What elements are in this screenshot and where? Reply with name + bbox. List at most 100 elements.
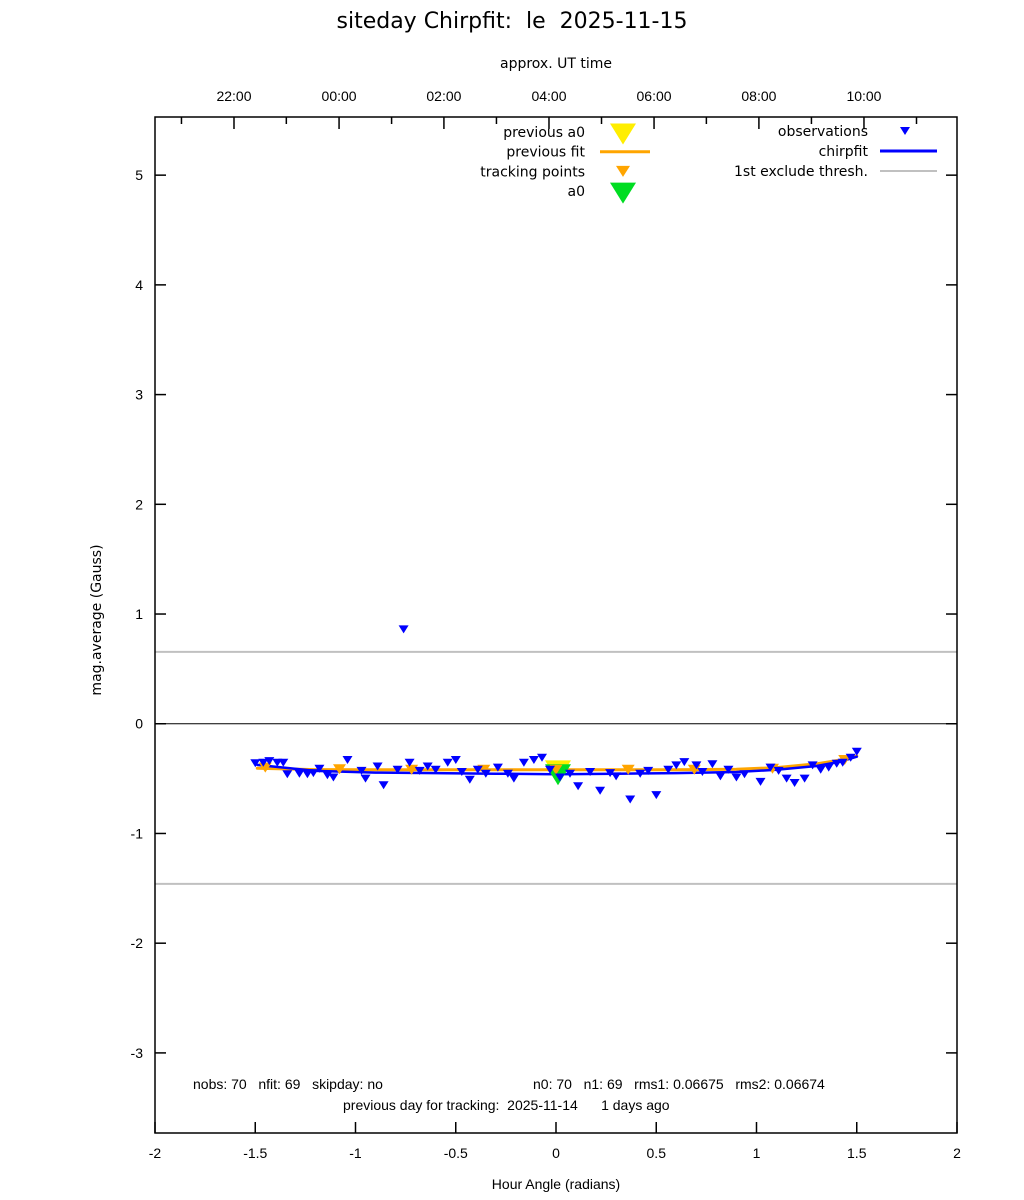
legend-label-chirpfit: chirpfit — [819, 144, 869, 160]
observations-point — [278, 758, 289, 767]
y-tick-label: 0 — [135, 716, 143, 732]
observations-point — [492, 763, 503, 772]
observations-point — [356, 766, 367, 775]
observations-point — [651, 791, 662, 800]
legend-sample-observations — [900, 127, 910, 135]
stats-nobs-line: nobs: 70 nfit: 69 skipday: no — [193, 1076, 383, 1092]
x-tick-label: -1 — [349, 1145, 362, 1161]
ut-tick-label: 00:00 — [322, 88, 357, 104]
observations-point — [831, 759, 842, 768]
stats-previous-day-line: previous day for tracking: 2025-11-14 1 … — [343, 1097, 670, 1113]
observations-point — [528, 756, 539, 764]
observations-point — [342, 756, 353, 764]
observations-point — [663, 765, 674, 774]
x-tick-label: -2 — [149, 1145, 162, 1161]
observations-point — [679, 758, 690, 767]
observations-point — [595, 786, 606, 795]
observations-point — [360, 774, 371, 783]
observations-point — [697, 768, 708, 776]
y-tick-label: 5 — [135, 167, 143, 183]
observations-point — [611, 772, 622, 781]
observations-point — [294, 769, 305, 778]
x-tick-label: -0.5 — [444, 1145, 468, 1161]
observations-point — [378, 781, 389, 790]
observations-point — [807, 761, 818, 770]
observations-point — [845, 753, 856, 762]
legend-label-exclude-threshold: 1st exclude thresh. — [734, 164, 868, 180]
legend-label-previous-fit: previous fit — [506, 145, 585, 161]
ut-tick-label: 04:00 — [531, 88, 566, 104]
observations-point — [707, 760, 718, 769]
observations-point — [573, 782, 584, 791]
observations-point — [422, 762, 433, 771]
observations-point — [456, 768, 467, 776]
ut-tick-label: 22:00 — [216, 88, 251, 104]
x-tick-label: 1.5 — [847, 1145, 867, 1161]
observations-point — [643, 766, 654, 775]
observations-point — [799, 774, 810, 783]
ut-tick-label: 08:00 — [741, 88, 776, 104]
observations-point — [545, 765, 555, 774]
observations-point — [837, 758, 848, 767]
legend-sample-previous-a0 — [610, 123, 636, 145]
page-title: siteday Chirpfit: le 2025-11-15 — [336, 9, 688, 34]
tracking-points-point — [405, 764, 419, 775]
observations-point — [851, 747, 862, 756]
legend-label-observations: observations — [778, 124, 868, 140]
x-axis-title: Hour Angle (radians) — [491, 1176, 621, 1192]
observations-point — [472, 765, 483, 774]
observations-point — [450, 756, 461, 764]
observations-point — [442, 758, 453, 767]
x-tick-label: -1.5 — [243, 1145, 267, 1161]
y-tick-label: 3 — [135, 387, 143, 403]
observations-point — [723, 765, 734, 774]
observations-point — [537, 753, 547, 762]
stats-rms-line: n0: 70 n1: 69 rms1: 0.06675 rms2: 0.0667… — [533, 1076, 825, 1092]
observations-point — [464, 775, 475, 784]
observations-point — [430, 765, 441, 774]
plot-border — [154, 116, 958, 1134]
observations-point — [372, 762, 383, 771]
legend-label-a0: a0 — [568, 184, 586, 200]
tracking-points-point — [621, 764, 635, 775]
legend-sample-tracking-points — [616, 165, 630, 177]
observations-point — [815, 765, 826, 774]
observations-point — [404, 758, 415, 767]
y-tick-label: 1 — [135, 606, 143, 622]
x-tick-label: 2 — [953, 1145, 961, 1161]
observations-point — [264, 757, 275, 766]
observations-point — [314, 764, 325, 773]
observations-point — [715, 772, 726, 781]
x-tick-label: 0.5 — [647, 1145, 667, 1161]
observations-point — [555, 773, 565, 782]
observations-point — [392, 765, 403, 774]
top-axis-title: approx. UT time — [500, 56, 612, 72]
legend-label-tracking-points: tracking points — [480, 164, 585, 180]
observations-point — [414, 766, 425, 775]
x-tick-label: 1 — [753, 1145, 761, 1161]
observations-point — [789, 779, 800, 787]
observations-point — [781, 774, 792, 783]
observations-point — [635, 769, 646, 778]
observations-point — [328, 773, 339, 782]
observations-point — [250, 759, 261, 768]
y-tick-label: -3 — [131, 1045, 144, 1061]
observations-point — [755, 777, 766, 786]
observations-point — [823, 763, 834, 772]
observations-point — [773, 766, 784, 775]
observations-point — [258, 758, 269, 767]
observations-point — [518, 758, 529, 767]
legend-label-previous-a0: previous a0 — [503, 125, 585, 141]
observations-point — [731, 773, 742, 782]
ut-tick-label: 02:00 — [426, 88, 461, 104]
observations-point — [625, 795, 636, 804]
observations-point — [398, 625, 409, 634]
observations-point — [480, 769, 491, 778]
observations-point — [605, 769, 616, 778]
observations-point — [322, 771, 333, 780]
observations-point — [691, 761, 702, 770]
observations-point — [585, 768, 596, 776]
ut-tick-label: 06:00 — [637, 88, 672, 104]
